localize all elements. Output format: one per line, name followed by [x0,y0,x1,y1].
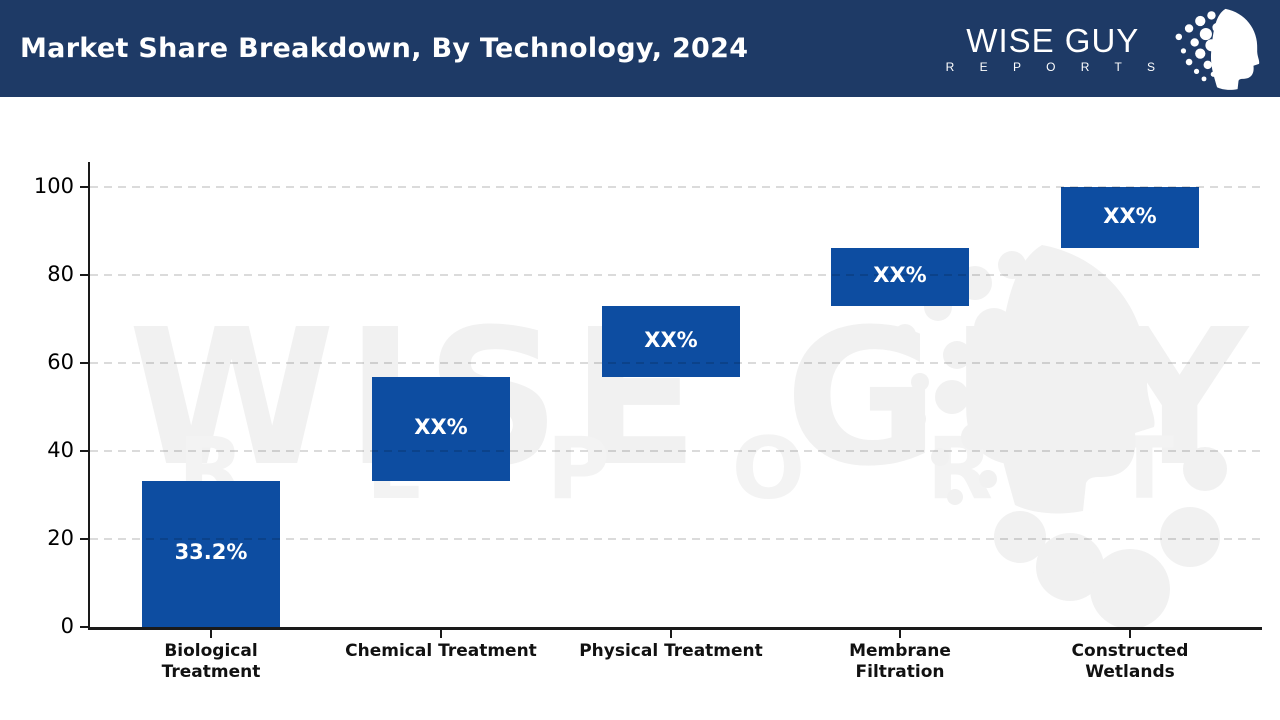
x-category-label-1: Biological Treatment [161,641,261,682]
y-tick-20 [80,538,88,540]
x-category-label-2: Chemical Treatment [345,641,537,661]
head-profile-logo-icon [1175,8,1260,90]
x-tick-1 [210,630,212,638]
bar-value-label-2: XX% [414,415,468,439]
gridline-40 [90,450,1262,452]
y-tick-40 [80,450,88,452]
bar-value-label-4: XX% [873,263,927,288]
y-axis-spine [88,162,90,629]
header-banner: Market Share Breakdown, By Technology, 2… [0,0,1280,97]
y-tick-100 [80,186,88,188]
x-tick-3 [670,630,672,638]
gridline-100 [90,186,1262,188]
bar-value-label-3: XX% [644,327,698,352]
gridline-60 [90,362,1262,364]
bar-value-label-1: 33.2% [174,539,248,564]
brand-subtitle: R E P O R T S [945,59,1166,74]
bar-1 [142,480,280,627]
bar-3 [602,306,740,378]
x-category-label-4: Membrane Filtration [849,641,951,682]
x-category-label-5: Constructed Wetlands [1071,641,1189,682]
bar-value-label-5: XX% [1103,203,1157,228]
y-tick-label-0: 0 [60,614,74,638]
y-tick-label-100: 100 [33,174,74,198]
y-tick-80 [80,274,88,276]
page-title: Market Share Breakdown, By Technology, 2… [20,33,749,64]
bar-4 [831,248,969,307]
y-tick-label-40: 40 [47,438,74,462]
x-tick-5 [1129,630,1131,638]
y-tick-label-20: 20 [47,526,74,550]
gridline-80 [90,274,1262,276]
x-axis-spine [88,627,1262,630]
y-tick-60 [80,362,88,364]
x-category-label-3: Physical Treatment [579,641,763,661]
bar-2 [372,377,510,481]
y-tick-label-60: 60 [47,350,74,374]
brand-logo: WISE GUY R E P O R T S [940,7,1266,91]
brand-name: WISE GUY [966,21,1140,59]
x-tick-4 [899,630,901,638]
y-tick-label-80: 80 [47,262,74,286]
bar-5 [1061,187,1199,249]
watermark-head-dots-icon [894,245,1227,629]
x-tick-2 [440,630,442,638]
chart-area: WISE GUY R E P O R T S 02040608010033.2%… [0,97,1280,720]
y-tick-0 [80,626,88,628]
gridline-20 [90,538,1262,540]
brand-text: WISE GUY R E P O R T S [940,21,1166,74]
